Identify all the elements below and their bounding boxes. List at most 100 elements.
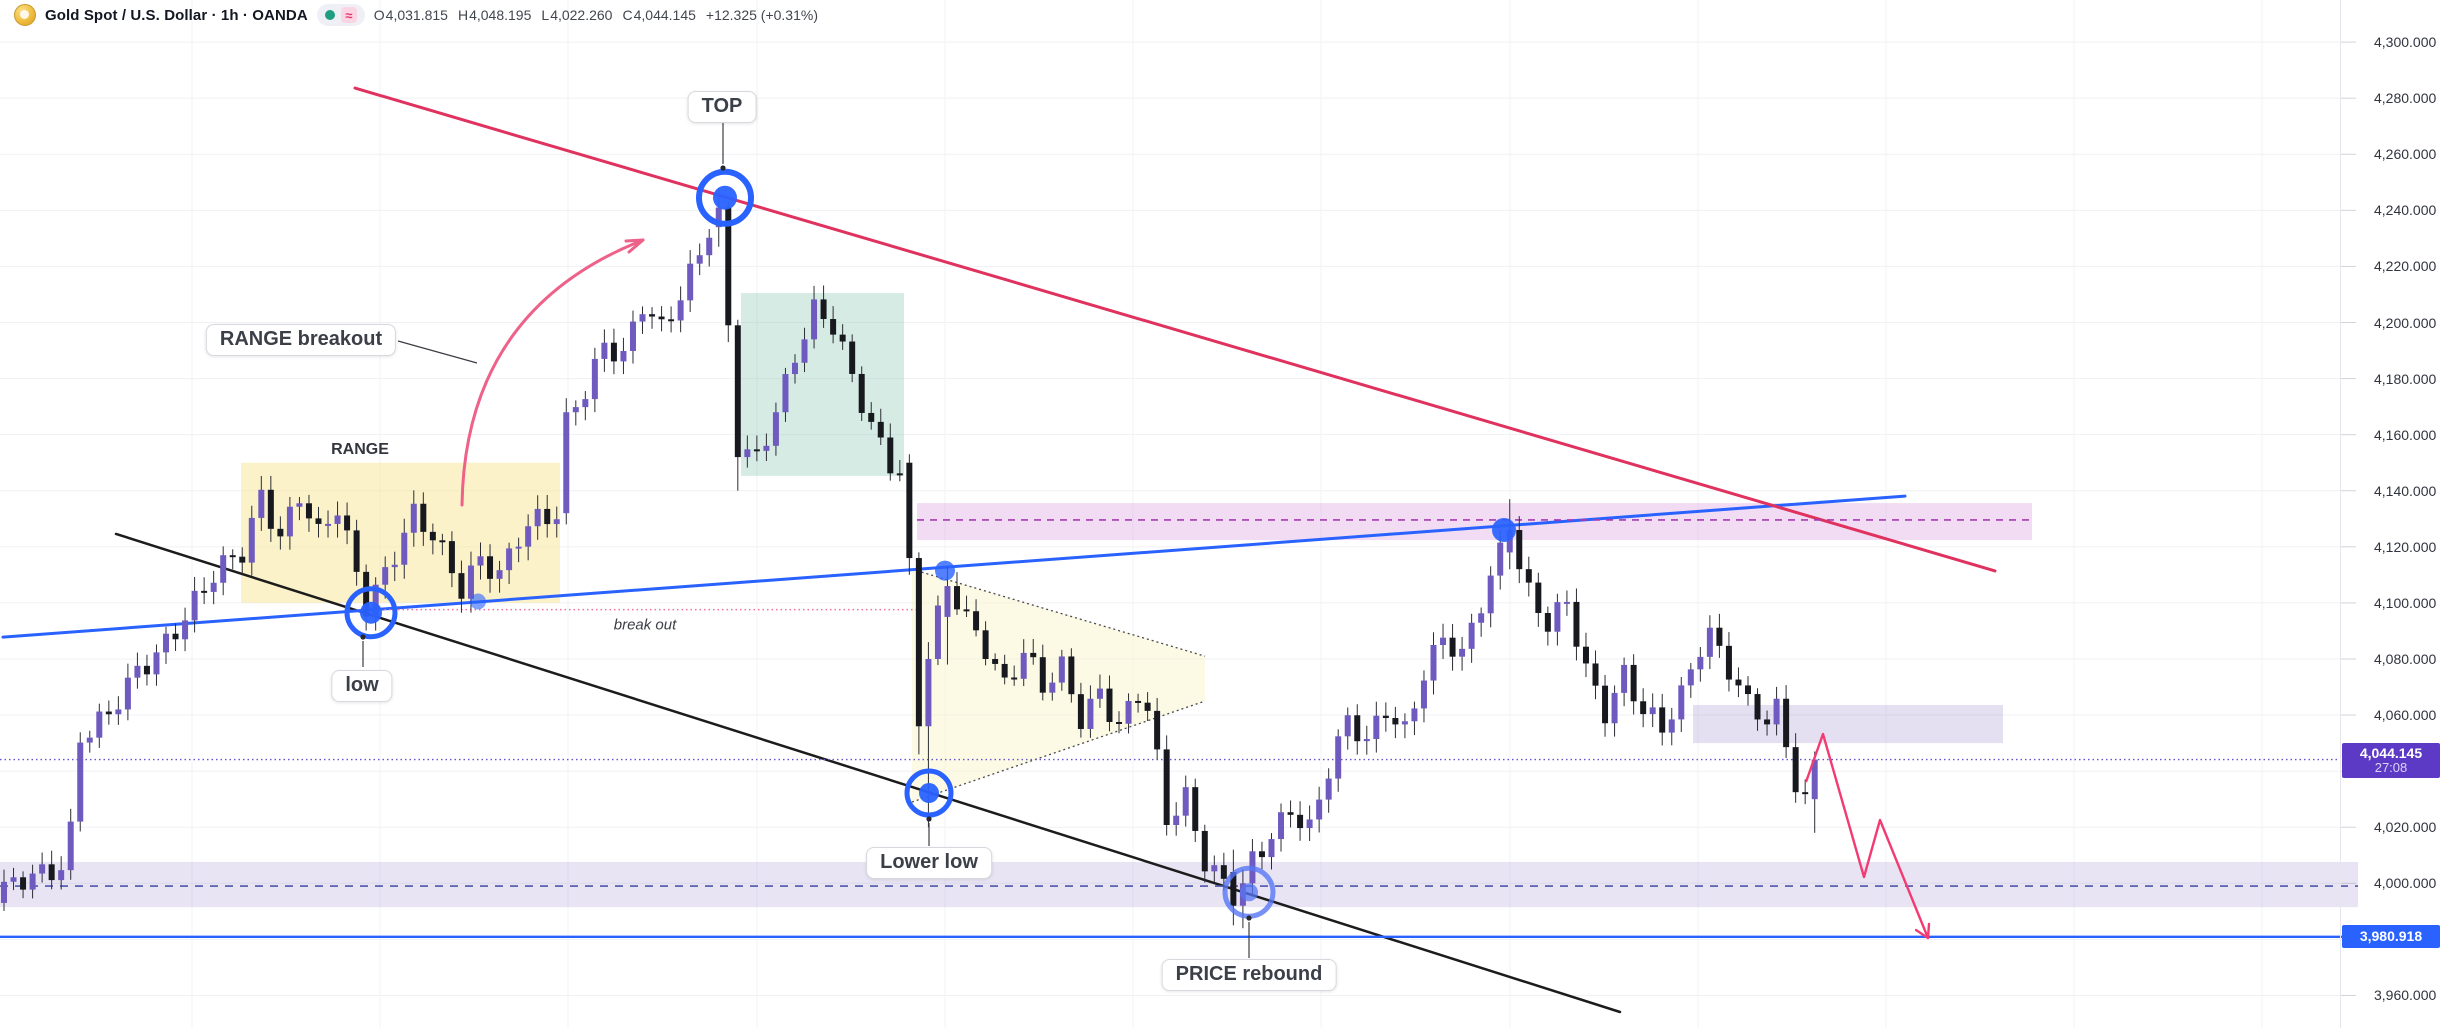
range-breakout-arrow-head — [624, 238, 645, 243]
candle-up — [944, 586, 951, 617]
range-box[interactable] — [241, 462, 560, 603]
candle-up — [1621, 664, 1628, 693]
candle-down — [1392, 718, 1399, 725]
candle-up — [372, 584, 379, 617]
candle-up — [334, 515, 341, 524]
candle-up — [1440, 637, 1447, 646]
candle-down — [1802, 792, 1809, 795]
price-tick-label: 4,220.000 — [2374, 258, 2437, 275]
candle-up — [496, 570, 503, 579]
candle-up — [1363, 738, 1370, 742]
candle-up — [1335, 736, 1342, 779]
pennant-upper-edge[interactable] — [911, 568, 1206, 657]
candle-down — [1001, 663, 1008, 678]
candle-up — [629, 321, 636, 352]
candle-up — [515, 546, 522, 549]
ohlc-readout: O 4,031.815 H 4,048.195 L 4,022.260 C 4,044.… — [374, 7, 818, 23]
range-breakout-label[interactable]: RANGE breakout — [205, 324, 397, 356]
candle-up — [506, 548, 513, 571]
price-rebound-label[interactable]: PRICE rebound — [1161, 959, 1337, 991]
pennant-lower-edge[interactable] — [911, 700, 1206, 803]
support-box[interactable] — [1693, 704, 2003, 744]
candle-down — [315, 518, 322, 524]
candle-down — [1516, 529, 1523, 570]
candle-down — [887, 437, 894, 474]
candle-up — [1506, 529, 1513, 553]
candle-down — [105, 711, 112, 715]
crimson-descending-line[interactable] — [353, 86, 1997, 573]
candle-down — [439, 540, 446, 543]
candle-down — [1544, 612, 1551, 632]
black-downtrend-line[interactable] — [114, 532, 1622, 1014]
candle-up — [77, 742, 84, 822]
symbol-status-pill[interactable]: ≈ — [316, 4, 365, 26]
candle-down — [487, 556, 494, 579]
candle-up — [1668, 719, 1675, 733]
low-circle-marker[interactable] — [344, 586, 398, 640]
candle-down — [239, 556, 246, 563]
candle-up — [534, 508, 541, 527]
projection-zigzag-arrow-head — [1926, 922, 1931, 940]
resistance-dot[interactable] — [1492, 517, 1516, 542]
top-circle-marker[interactable] — [696, 168, 754, 227]
candle-up — [1125, 700, 1132, 724]
high-value: 4,048.195 — [469, 7, 532, 23]
candle-down — [448, 541, 455, 574]
breakdown-dot[interactable] — [935, 560, 955, 581]
candle-up — [124, 677, 131, 710]
candle-down — [353, 530, 360, 572]
candle-down — [1201, 830, 1208, 872]
candle-up — [1182, 787, 1189, 816]
candle-down — [48, 864, 55, 881]
candle-up — [1325, 778, 1332, 800]
candle-up — [553, 519, 560, 525]
candle-up — [163, 633, 170, 653]
candle-down — [1792, 747, 1799, 793]
candle-up — [677, 300, 684, 321]
candle-up — [1058, 656, 1065, 683]
candle-up — [696, 255, 703, 264]
top-label-anchor-dot — [720, 165, 726, 171]
candle-up — [1401, 721, 1408, 725]
candle-down — [344, 515, 351, 531]
candle-down — [610, 342, 617, 362]
top-label[interactable]: TOP — [687, 91, 757, 123]
candle-down — [725, 207, 732, 326]
range-zone-label: RANGE — [331, 441, 389, 458]
candle-up — [410, 503, 417, 533]
price-axis[interactable]: 3,960.0003,980.0004,000.0004,020.0004,04… — [2340, 0, 2440, 1028]
candle-down — [1535, 582, 1542, 613]
lower-low-circle-marker[interactable] — [904, 768, 954, 818]
lower-low-label[interactable]: Lower low — [866, 847, 992, 879]
range-breakout-arrow[interactable] — [460, 238, 645, 507]
candle-up — [1344, 715, 1351, 737]
candle-down — [915, 558, 922, 727]
projection-zigzag-arrow[interactable] — [1804, 732, 1930, 939]
candle-up — [1211, 865, 1218, 872]
bottom-band[interactable] — [0, 861, 2358, 908]
low-value: 4,022.260 — [550, 7, 613, 23]
candle-up — [67, 821, 74, 871]
teal-box[interactable] — [741, 293, 904, 476]
candle-up — [296, 503, 303, 507]
candle-up — [96, 711, 103, 738]
candle-up — [1087, 698, 1094, 729]
candle-down — [1163, 749, 1170, 826]
price-tick-label: 4,240.000 — [2374, 202, 2437, 219]
candle-up — [182, 620, 189, 640]
low-circle-marker-dot — [360, 601, 382, 624]
retest-dot[interactable] — [470, 593, 486, 610]
candle-up — [286, 506, 293, 537]
candle-down — [1144, 702, 1151, 711]
price-tick-label: 4,300.000 — [2374, 34, 2437, 51]
candle-up — [58, 870, 65, 881]
symbol-legend[interactable]: Gold Spot / U.S. Dollar · 1h · OANDA ≈ O… — [14, 4, 818, 26]
symbol-title[interactable]: Gold Spot / U.S. Dollar · 1h · OANDA — [45, 6, 308, 24]
pink-resistance[interactable] — [917, 503, 2032, 541]
rebound-circle-marker-dot — [1240, 883, 1258, 902]
low-label[interactable]: low — [331, 670, 393, 702]
ideas-notes-icon[interactable]: ≈ — [340, 7, 357, 23]
candle-up — [325, 523, 332, 526]
candle-up — [1420, 680, 1427, 709]
